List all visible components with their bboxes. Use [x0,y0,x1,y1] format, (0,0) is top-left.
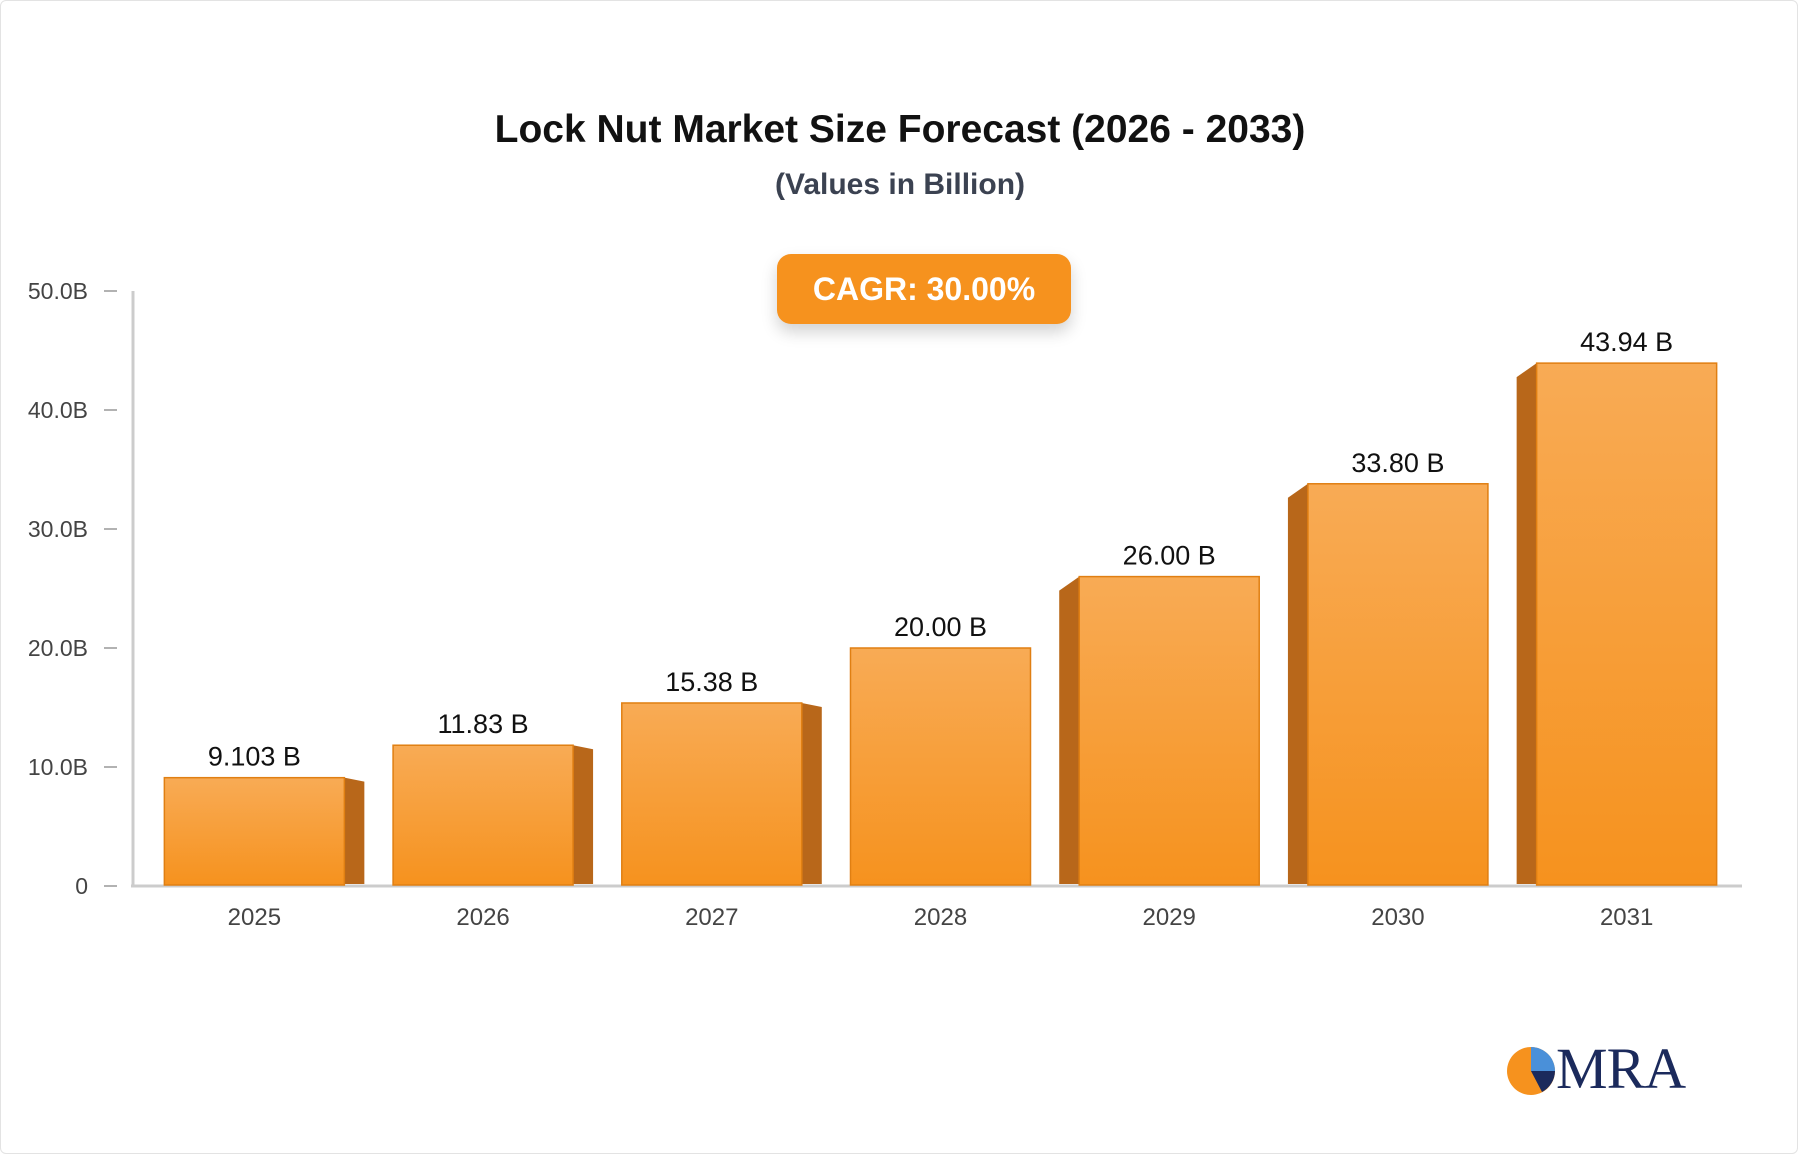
x-tick-label: 2029 [1143,904,1196,931]
y-tick-label: 0 [75,873,88,899]
axes: 0 10.0B 20.0B 30.0B 40.0B 50.0B [28,278,1742,899]
bar-side-2031 [1516,363,1537,884]
chart-subtitle: (Values in Billion) [774,168,1026,201]
bar-value-label: 9.103 B [208,742,301,772]
bar-value-label: 43.94 B [1580,327,1673,357]
bar-value-label: 33.80 B [1351,448,1444,478]
logo-text: MRA [1556,1036,1686,1101]
bar-2028 [849,647,1032,886]
chart-title: Lock Nut Market Size Forecast (2026 - 20… [494,108,1306,151]
pie-chart-icon [1507,1047,1555,1095]
bar-side-2030 [1287,483,1308,884]
mra-logo: MRA [1504,1036,1694,1101]
x-tick-label: 2027 [685,904,738,931]
bars [163,362,1718,886]
x-tick-label: 2030 [1371,904,1424,931]
y-tick-label: 50.0B [28,278,88,304]
labels: 9.103 B 2025 11.83 B 2026 15.38 B 2027 20.00 B… [208,327,1673,931]
x-tick-label: 2025 [228,904,281,931]
x-tick-label: 2028 [914,904,967,931]
y-tick-label: 40.0B [28,397,88,423]
bar-2029 [1078,575,1260,886]
x-tick-label: 2031 [1600,904,1653,931]
y-tick-label: 20.0B [28,635,88,661]
bar-value-label: 20.00 B [894,612,987,642]
bar-value-label: 15.38 B [665,667,758,697]
bar-2025 [163,776,346,886]
y-tick-label: 30.0B [28,516,88,542]
bar-side-2026 [573,745,594,884]
y-tick-label: 10.0B [28,754,88,780]
cagr-badge: CAGR: 30.00% [777,254,1071,324]
bar-side-2029 [1059,576,1080,884]
bar-side-2025 [344,777,365,884]
bar-2026 [392,744,574,886]
bar-2031 [1535,362,1718,886]
bar-2027 [621,702,803,886]
x-tick-label: 2026 [456,904,509,931]
bar-value-label: 11.83 B [438,709,529,739]
bar-value-label: 26.00 B [1123,541,1216,571]
bar-side-2027 [801,702,822,884]
bar-2030 [1307,483,1489,886]
